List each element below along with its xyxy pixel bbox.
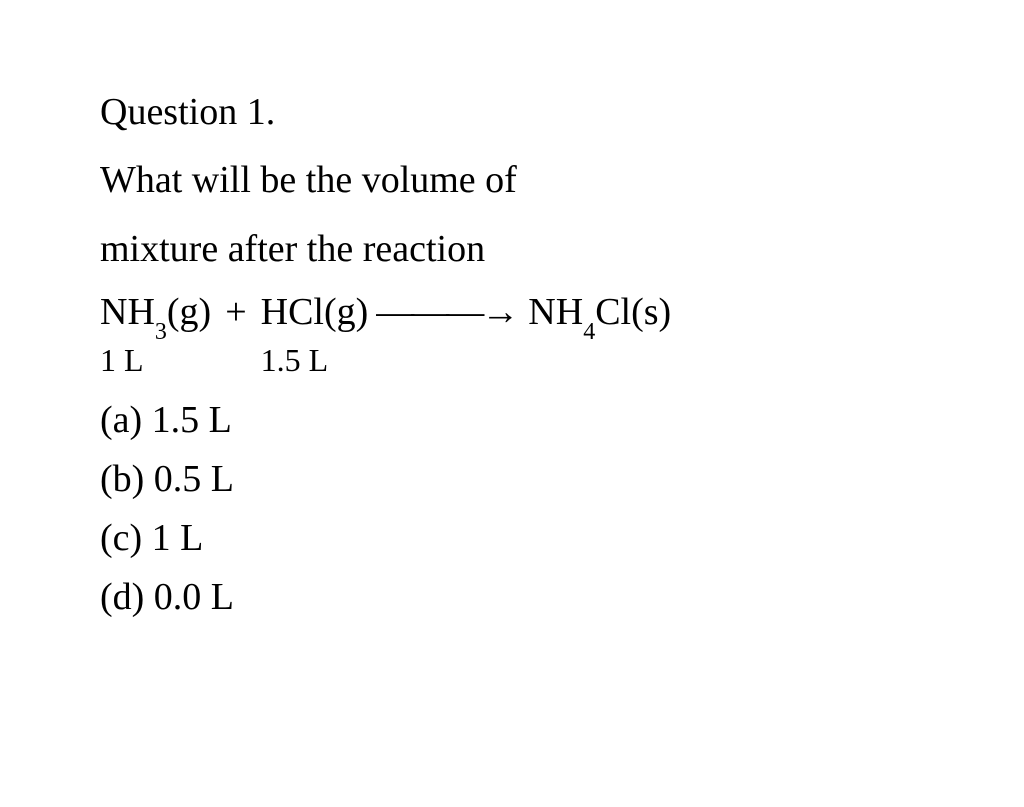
option-a: (a) 1.5 L <box>100 391 924 450</box>
question-line-1: What will be the volume of <box>100 152 924 209</box>
chemical-equation: NH3(g) 1 L + HCl(g) 1.5 L ———→ NH4Cl(s) <box>100 290 924 379</box>
question-header: Question 1. <box>100 90 924 134</box>
option-d: (d) 0.0 L <box>100 568 924 627</box>
reactant-1-subscript: 3 <box>155 319 167 345</box>
product: NH4Cl(s) <box>528 290 671 340</box>
product-suffix: Cl(s) <box>595 291 671 333</box>
reactant-1-prefix: NH <box>100 291 155 333</box>
plus-sign: + <box>211 290 260 336</box>
question-line-2: mixture after the reaction <box>100 221 924 278</box>
product-subscript: 4 <box>583 319 595 345</box>
product-prefix: NH <box>528 291 583 333</box>
option-b: (b) 0.5 L <box>100 450 924 509</box>
product-formula: NH4Cl(s) <box>528 290 671 340</box>
reactant-1-formula: NH3(g) <box>100 290 211 340</box>
option-c: (c) 1 L <box>100 509 924 568</box>
reactant-1-volume: 1 L <box>100 342 144 379</box>
options-list: (a) 1.5 L (b) 0.5 L (c) 1 L (d) 0.0 L <box>100 391 924 627</box>
reaction-arrow: ———→ <box>368 290 528 336</box>
reactant-2-formula: HCl(g) <box>261 290 369 340</box>
reactant-1: NH3(g) 1 L <box>100 290 211 379</box>
reactant-2-prefix: HCl(g) <box>261 291 369 333</box>
reactant-2-volume: 1.5 L <box>261 342 329 379</box>
reactant-1-suffix: (g) <box>167 291 211 333</box>
reactant-2: HCl(g) 1.5 L <box>261 290 369 379</box>
